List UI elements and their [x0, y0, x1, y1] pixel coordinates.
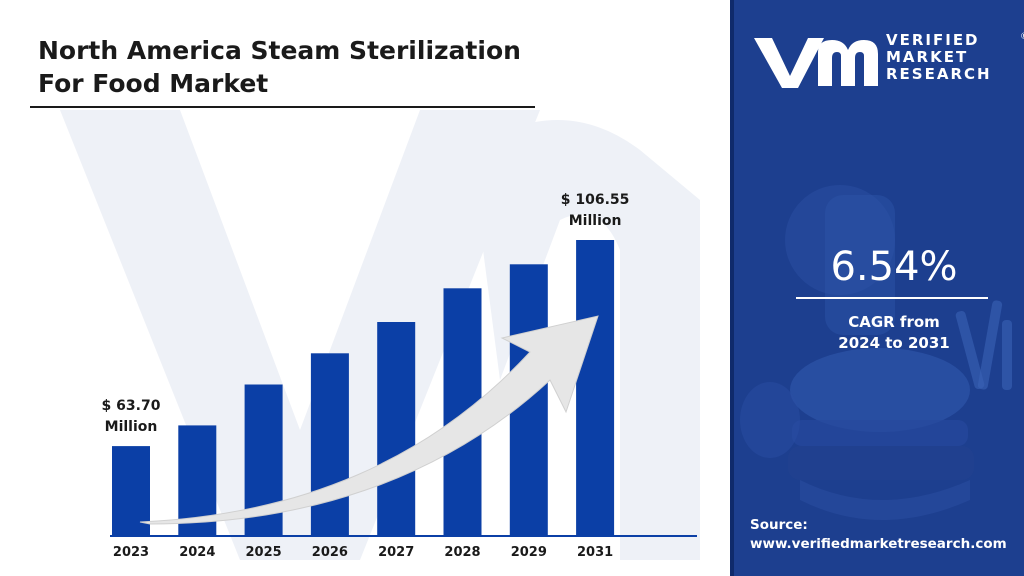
watermark-logo [60, 110, 700, 560]
brand-line-2: MARKET [886, 48, 969, 66]
food-background-image [740, 185, 1012, 520]
brand-name: VERIFIED MARKET RESEARCH [886, 32, 992, 83]
chart-title: North America Steam Sterilization For Fo… [38, 34, 598, 100]
x-tick-label: 2031 [577, 545, 613, 560]
cagr-label-line-1: CAGR from [848, 313, 940, 331]
x-tick-label: 2026 [312, 545, 348, 560]
trend-arrow [139, 315, 599, 525]
cagr-value: 6.54% [830, 244, 958, 290]
bar-2027 [377, 322, 416, 536]
title-underline [30, 106, 535, 108]
chart-panel: North America Steam Sterilization For Fo… [30, 34, 700, 560]
vmr-logo-icon [754, 38, 878, 88]
source-label: Source: [750, 517, 808, 533]
data-label-2023: $ 63.70 [102, 398, 161, 414]
x-tick-label: 2028 [444, 545, 480, 560]
brand-line-3: RESEARCH [886, 65, 992, 83]
panel-edge [730, 0, 734, 576]
x-tick-label: 2027 [378, 545, 414, 560]
x-tick-label: 2024 [179, 545, 215, 560]
cagr-label-line-2: 2024 to 2031 [838, 334, 950, 352]
cagr-divider [796, 297, 988, 299]
x-tick-label: 2023 [113, 545, 149, 560]
x-tick-label: 2029 [511, 545, 547, 560]
title-line-2: For Food Market [38, 69, 269, 98]
source-url: www.verifiedmarketresearch.com [750, 536, 1007, 552]
cagr-label: CAGR from 2024 to 2031 [796, 312, 992, 354]
bar-2023 [112, 446, 150, 536]
title-line-1: North America Steam Sterilization [38, 36, 521, 65]
source-note: Source: www.verifiedmarketresearch.com [750, 516, 1007, 554]
data-label-2031: $ 106.55 [561, 192, 630, 208]
brand-logo: VERIFIED MARKET RESEARCH ® [752, 32, 1024, 92]
data-label-2023: Million [105, 419, 158, 435]
bar-2031 [576, 240, 615, 536]
data-label-2031: Million [569, 213, 622, 229]
bar-chart: 2023 2024 2025 2026 2027 2028 2029 2031 $ 63.70… [102, 192, 697, 560]
registered-mark: ® [1020, 32, 1024, 42]
bar-2026 [310, 353, 349, 536]
x-tick-label: 2025 [246, 545, 282, 560]
brand-line-1: VERIFIED [886, 31, 980, 49]
info-panel: VERIFIED MARKET RESEARCH ® 6.54% CAGR fr… [730, 0, 1024, 576]
